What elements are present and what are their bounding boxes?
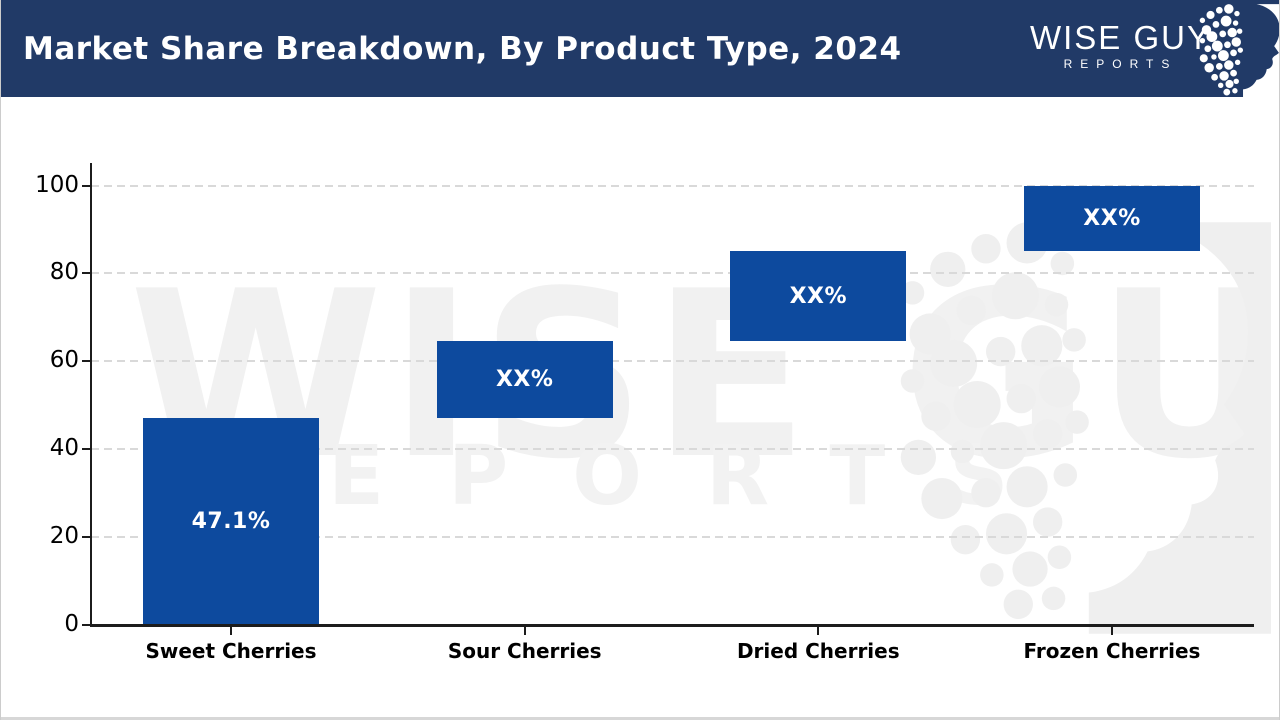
y-tick-mark-40 (82, 448, 90, 451)
x-tick-mark-sour-cherries (523, 627, 526, 635)
y-tick-mark-0 (82, 624, 90, 626)
x-tick-mark-dried-cherries (817, 627, 820, 635)
bar-frozen-cherries: XX% (1024, 185, 1200, 251)
y-tick-mark-20 (82, 536, 90, 539)
watermark-head-icon (900, 222, 1271, 634)
y-tick-label-60: 60 (49, 347, 79, 374)
bar-value-label-dried-cherries: XX% (789, 283, 848, 309)
bar-sour-cherries: XX% (436, 341, 613, 418)
bar-value-label-sweet-cherries: 47.1% (191, 508, 271, 534)
y-tick-mark-60 (82, 360, 90, 363)
bar-sweet-cherries: 47.1% (143, 417, 319, 625)
y-tick-mark-100 (82, 184, 90, 187)
x-tick-label-sour-cherries: Sour Cherries (447, 639, 602, 663)
gridline-40 (91, 448, 1254, 451)
logo-wordmark: WISE GUY (1029, 19, 1211, 56)
gridline-80 (91, 272, 1254, 275)
x-tick-label-frozen-cherries: Frozen Cherries (1023, 639, 1201, 663)
x-tick-label-sweet-cherries: Sweet Cherries (145, 639, 317, 663)
y-tick-label-20: 20 (49, 523, 79, 550)
report-header: Market Share Breakdown, By Product Type,… (1, 0, 1279, 99)
y-tick-label-40: 40 (49, 435, 79, 462)
gridline-60 (91, 360, 1254, 363)
y-axis-line (90, 163, 92, 625)
y-tick-mark-80 (82, 272, 90, 275)
y-tick-label-80: 80 (49, 259, 79, 286)
gridline-20 (91, 536, 1254, 539)
bar-dried-cherries: XX% (730, 250, 907, 342)
page-bottom-border (1, 717, 1279, 720)
wiseguy-logo: WISE GUY REPORTS (1021, 0, 1279, 99)
x-tick-mark-frozen-cherries (1111, 627, 1113, 635)
logo-head-icon (1199, 4, 1279, 99)
watermark-wordmark: WISE GUY (129, 243, 1280, 510)
x-tick-mark-sweet-cherries (230, 627, 232, 635)
bar-value-label-frozen-cherries: XX% (1083, 205, 1141, 231)
x-tick-label-dried-cherries: Dried Cherries (736, 639, 900, 663)
logo-subtext: REPORTS (1063, 57, 1178, 71)
page-title: Market Share Breakdown, By Product Type,… (23, 30, 902, 67)
watermark-subtext: REPORTS (201, 429, 1073, 524)
y-tick-label-0: 0 (64, 611, 79, 637)
gridline-100 (91, 184, 1254, 187)
bar-value-label-sour-cherries: XX% (495, 367, 554, 393)
y-tick-label-100: 100 (35, 171, 79, 198)
x-axis-line (90, 624, 1254, 627)
